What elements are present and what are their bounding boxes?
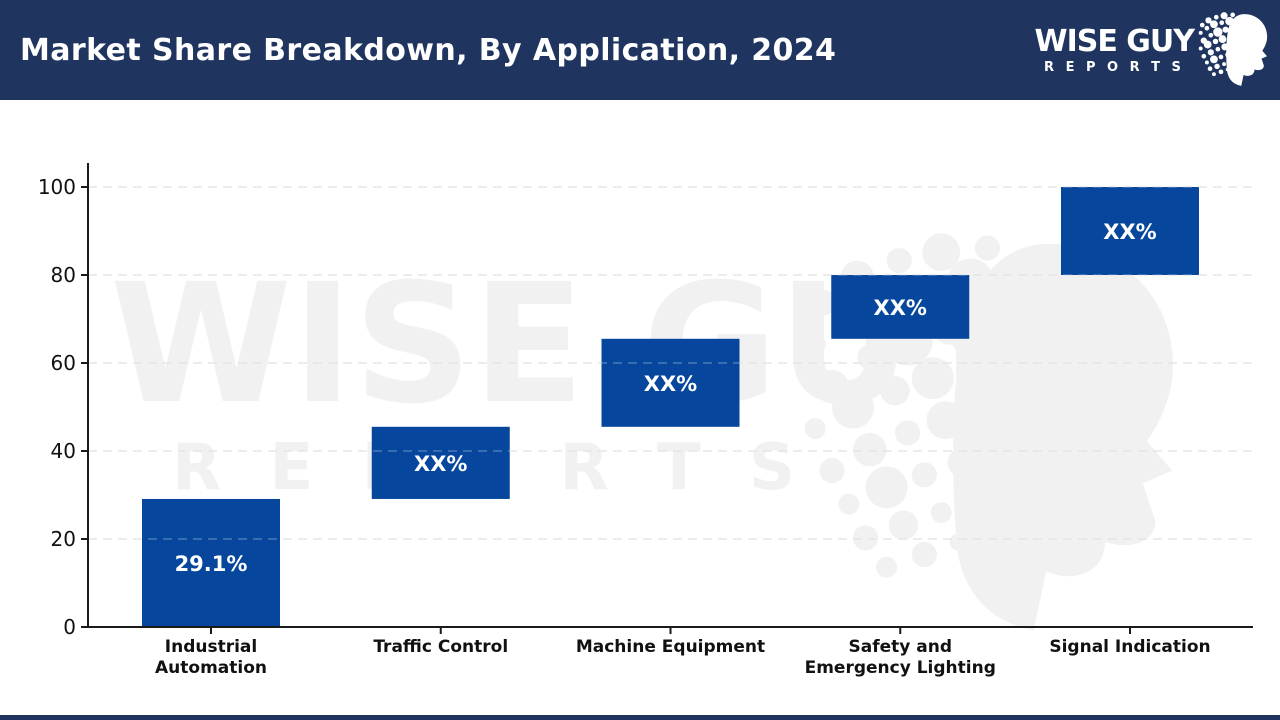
wiseguy-logo-text: WISE GUY R E P O R T S [1034, 23, 1195, 75]
x-tick-label-industrial-automation: Industrial Automation [155, 637, 267, 678]
bar-value-label-signal-indication: XX% [1103, 220, 1156, 244]
wiseguy-head-icon [1198, 12, 1268, 86]
x-tick-label-traffic-control: Traffic Control [373, 637, 508, 657]
footer-bar [0, 715, 1280, 720]
bar-traffic-control [371, 426, 510, 499]
y-tick-label-40: 40 [51, 439, 76, 463]
logo-wiseguy-label: WISE GUY [1034, 23, 1195, 59]
y-tick-label-60: 60 [51, 351, 76, 375]
bar-machine-equipment [601, 338, 740, 427]
bar-value-label-traffic-control: XX% [414, 452, 467, 476]
bar-value-label-safety-and-emergency-lighting: XX% [874, 296, 927, 320]
header-bar: Market Share Breakdown, By Application, … [0, 0, 1280, 100]
x-tick-label-safety-and-emergency-lighting: Safety and Emergency Lighting [805, 637, 996, 678]
chart-title: Market Share Breakdown, By Application, … [20, 32, 837, 68]
y-tick-label-100: 100 [38, 175, 76, 199]
bar-industrial-automation [142, 498, 280, 627]
y-tick-label-0: 0 [63, 615, 76, 639]
y-tick-label-80: 80 [51, 263, 76, 287]
wiseguy-logo: WISE GUY R E P O R T S [1034, 6, 1274, 94]
y-tick-label-20: 20 [51, 527, 76, 551]
bar-value-label-industrial-automation: 29.1% [175, 552, 248, 576]
x-tick-label-signal-indication: Signal Indication [1049, 637, 1210, 657]
x-tick-label-machine-equipment: Machine Equipment [576, 637, 765, 657]
logo-reports-label: R E P O R T S [1044, 59, 1185, 75]
bar-value-label-machine-equipment: XX% [644, 372, 697, 396]
